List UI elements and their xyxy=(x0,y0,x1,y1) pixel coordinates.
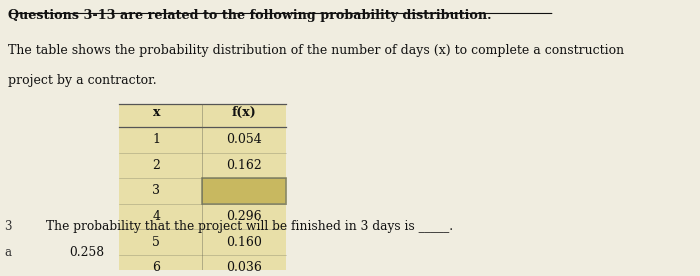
Text: 3: 3 xyxy=(4,221,12,233)
Text: f(x): f(x) xyxy=(232,106,256,119)
Text: project by a contractor.: project by a contractor. xyxy=(8,74,156,87)
Text: 0.258: 0.258 xyxy=(69,246,104,259)
Text: 0.036: 0.036 xyxy=(226,261,262,274)
Text: The probability that the project will be finished in 3 days is _____.: The probability that the project will be… xyxy=(46,221,453,233)
Text: x: x xyxy=(153,106,160,119)
Text: 5: 5 xyxy=(153,235,160,249)
Text: 0.054: 0.054 xyxy=(226,133,262,147)
Text: 6: 6 xyxy=(153,261,160,274)
Text: 3: 3 xyxy=(153,184,160,198)
FancyBboxPatch shape xyxy=(202,178,286,204)
Text: 0.296: 0.296 xyxy=(226,210,262,223)
Text: 0.162: 0.162 xyxy=(226,159,262,172)
Text: a: a xyxy=(4,246,11,259)
FancyBboxPatch shape xyxy=(119,104,286,276)
Text: 0.160: 0.160 xyxy=(226,235,262,249)
Text: The table shows the probability distribution of the number of days (x) to comple: The table shows the probability distribu… xyxy=(8,44,624,57)
Text: 2: 2 xyxy=(153,159,160,172)
Text: 4: 4 xyxy=(153,210,160,223)
Text: 1: 1 xyxy=(153,133,160,147)
Text: Questions 3-13 are related to the following probability distribution.: Questions 3-13 are related to the follow… xyxy=(8,9,491,22)
